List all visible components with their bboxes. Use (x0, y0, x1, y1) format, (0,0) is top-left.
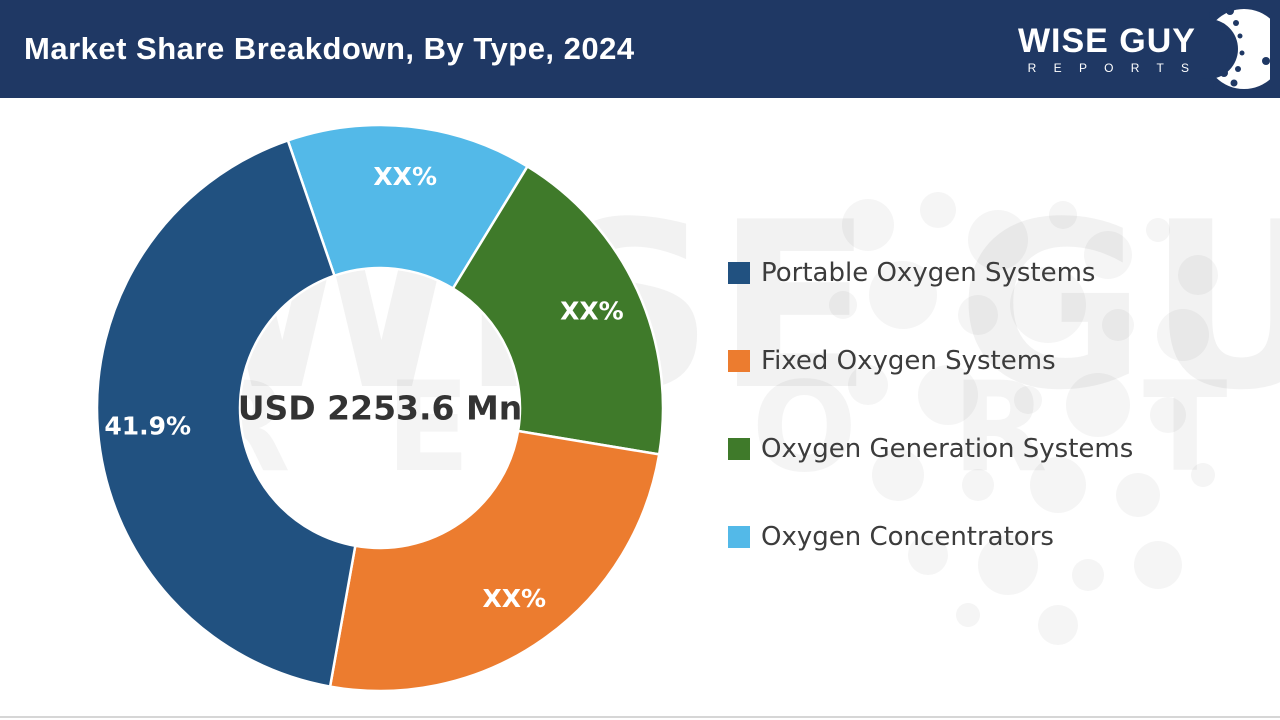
wise-guy-logo: WISE GUY R E P O R T S (1018, 0, 1270, 98)
header-bar: Market Share Breakdown, By Type, 2024 WI… (0, 0, 1280, 98)
legend-item: Fixed Oxygen Systems (728, 346, 1133, 376)
logo-wordmark: WISE GUY R E P O R T S (1018, 24, 1196, 75)
logo-face-icon (1200, 7, 1270, 92)
legend-item: Oxygen Generation Systems (728, 434, 1133, 464)
legend-label: Oxygen Generation Systems (761, 434, 1134, 464)
logo-subtitle: R E P O R T S (1027, 60, 1196, 75)
page-title: Market Share Breakdown, By Type, 2024 (24, 31, 635, 66)
logo-title: WISE GUY (1017, 21, 1196, 60)
legend-swatch (728, 350, 750, 372)
donut-slice (451, 165, 665, 456)
donut-slice (328, 429, 661, 693)
chart-center-value: USD 2253.6 Mn (237, 388, 523, 428)
slice-percentage-label: XX% (373, 162, 437, 191)
slice-percentage-label: XX% (482, 584, 546, 613)
legend-label: Portable Oxygen Systems (761, 258, 1096, 288)
legend-label: Fixed Oxygen Systems (761, 346, 1056, 376)
donut-slice (95, 139, 357, 688)
legend-label: Oxygen Concentrators (761, 522, 1054, 552)
watermark-reports: R E P O R T S (195, 366, 1280, 490)
bottom-divider (0, 716, 1280, 718)
chart-legend: Portable Oxygen Systems Fixed Oxygen Syst… (728, 258, 1133, 552)
donut-slice (286, 123, 529, 290)
slice-percentage-label: 41.9% (104, 412, 191, 441)
legend-swatch (728, 438, 750, 460)
legend-item: Oxygen Concentrators (728, 522, 1133, 552)
legend-swatch (728, 526, 750, 548)
slice-percentage-label: XX% (560, 297, 624, 326)
watermark-face-dots (829, 192, 1218, 645)
legend-item: Portable Oxygen Systems (728, 258, 1133, 288)
legend-swatch (728, 262, 750, 284)
